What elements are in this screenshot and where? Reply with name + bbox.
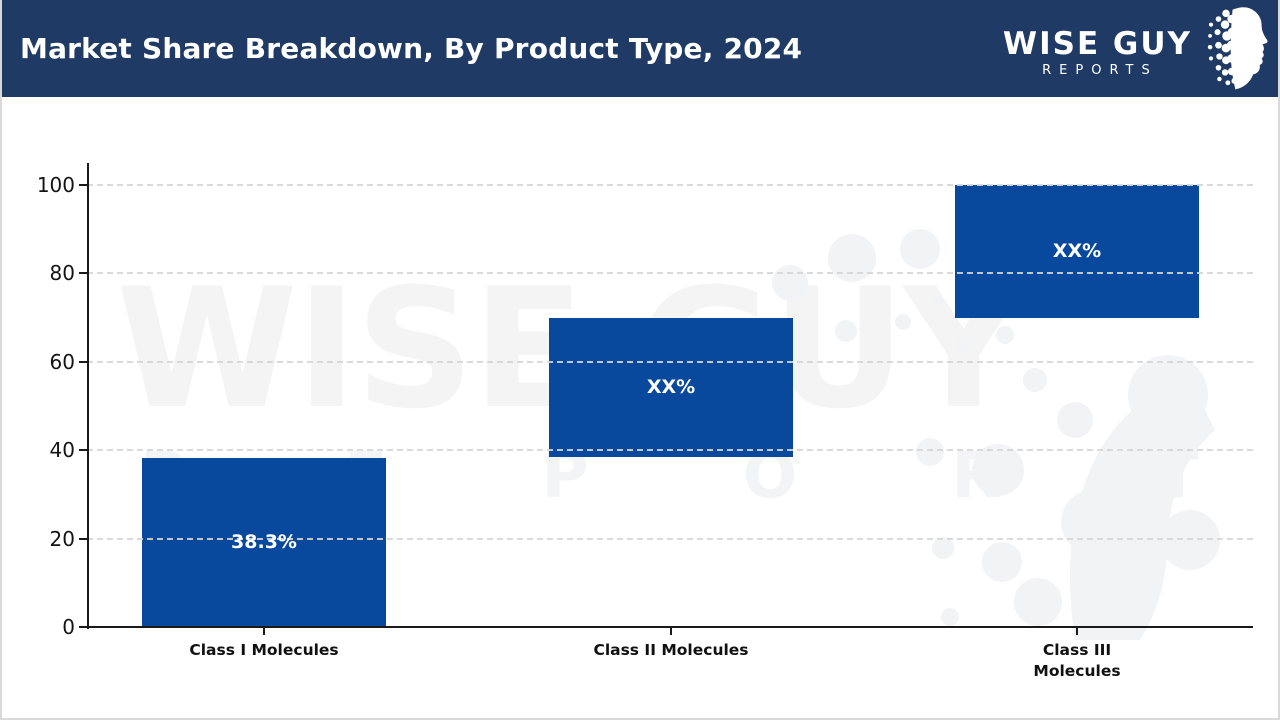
bar-value-label-2: XX% [646, 376, 696, 399]
wiseguy-logo: WISE GUY REPORTS [1003, 4, 1274, 94]
gridline-y60 [87, 360, 1253, 363]
bar-value-label-1: 38.3% [231, 531, 297, 554]
y-tick-mark-0 [79, 626, 87, 628]
y-tick-mark-100 [79, 184, 87, 186]
y-tick-label-100: 100 [36, 173, 75, 197]
y-tick-mark-20 [79, 537, 87, 540]
y-tick-mark-60 [79, 360, 87, 363]
y-tick-label-60: 60 [49, 349, 75, 374]
logo-wordmark: WISE GUY REPORTS [1003, 26, 1192, 78]
x-tick-mark-1 [263, 627, 265, 635]
logo-wordmark-line2: REPORTS [1042, 63, 1158, 78]
y-tick-label-20: 20 [49, 526, 75, 551]
x-category-label-3: Class III Molecules [1033, 641, 1121, 680]
y-tick-mark-40 [79, 449, 87, 452]
header-bar: Market Share Breakdown, By Product Type,… [0, 0, 1280, 97]
bar-segment-1 [142, 457, 386, 627]
gridline-y40 [87, 449, 1253, 452]
logo-face-icon [1207, 7, 1268, 90]
x-category-label-1: Class I Molecules [189, 641, 339, 659]
x-axis-line [87, 626, 1253, 628]
x-category-label-2: Class II Molecules [593, 641, 749, 659]
y-axis-line [87, 163, 89, 629]
bar-segment-2 [549, 317, 793, 457]
bar-segment-3 [955, 185, 1199, 318]
logo-wordmark-line1: WISE GUY [1002, 26, 1192, 62]
gridline-y80 [87, 272, 1253, 275]
y-tick-label-0: 0 [62, 615, 75, 639]
bar-value-label-3: XX% [1052, 240, 1102, 263]
chart-title: Market Share Breakdown, By Product Type,… [20, 32, 803, 65]
y-tick-label-80: 80 [49, 261, 75, 286]
gridline-y100 [87, 184, 1253, 186]
gridline-y20 [87, 537, 1253, 540]
y-tick-mark-80 [79, 272, 87, 275]
x-tick-mark-2 [670, 627, 672, 635]
y-tick-label-40: 40 [49, 438, 75, 463]
x-tick-mark-3 [1076, 627, 1078, 635]
